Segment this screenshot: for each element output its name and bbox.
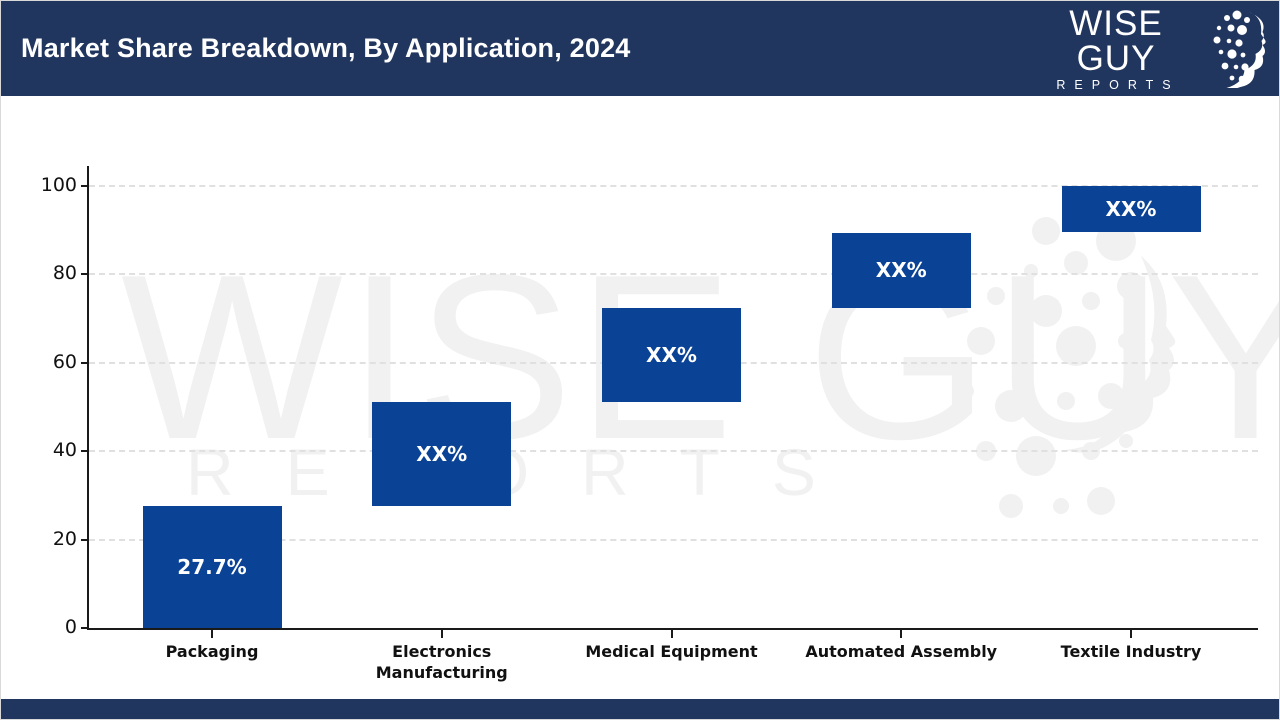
bar-value-label: 27.7% bbox=[177, 554, 247, 579]
header: Market Share Breakdown, By Application, … bbox=[1, 1, 1279, 96]
y-tick-mark bbox=[81, 185, 89, 187]
y-tick-label: 80 bbox=[52, 262, 77, 285]
x-category-label: Electronics Manufacturing bbox=[375, 642, 508, 683]
bar-value-label: XX% bbox=[875, 258, 927, 283]
y-tick-mark bbox=[81, 450, 89, 453]
y-tick-label: 40 bbox=[52, 439, 77, 462]
x-tick-mark bbox=[211, 630, 213, 638]
grid-line bbox=[89, 185, 1258, 187]
y-tick-mark bbox=[81, 627, 89, 629]
x-tick-mark bbox=[670, 630, 673, 638]
y-tick-mark bbox=[81, 273, 89, 276]
wiseguy-logo: WISE GUY REPORTS bbox=[1029, 6, 1267, 92]
y-tick-label: 0 bbox=[64, 616, 77, 638]
x-tick-mark bbox=[1130, 630, 1132, 638]
x-category-label: Medical Equipment bbox=[585, 642, 758, 661]
x-tick-mark bbox=[440, 630, 443, 638]
y-tick-mark bbox=[81, 361, 89, 364]
grid-line bbox=[89, 450, 1258, 453]
bar: XX% bbox=[372, 401, 512, 506]
y-tick-label: 20 bbox=[52, 527, 77, 550]
bar: 27.7% bbox=[142, 505, 282, 628]
bar: XX% bbox=[831, 232, 971, 308]
y-tick-label: 100 bbox=[40, 174, 77, 196]
y-tick-label: 60 bbox=[52, 350, 77, 373]
logo-wordmark: WISE GUY bbox=[1069, 4, 1163, 78]
logo-text: WISE GUY REPORTS bbox=[1029, 6, 1203, 92]
x-category-label: Automated Assembly bbox=[805, 642, 998, 661]
bar-value-label: XX% bbox=[416, 441, 468, 466]
grid-line bbox=[89, 538, 1258, 541]
grid-line bbox=[89, 273, 1258, 276]
logo-face-icon bbox=[1213, 10, 1266, 88]
y-tick-mark bbox=[81, 538, 89, 541]
bar: XX% bbox=[602, 307, 741, 402]
bar-value-label: XX% bbox=[646, 342, 697, 367]
logo-subtitle: REPORTS bbox=[1056, 78, 1180, 92]
x-tick-mark bbox=[900, 630, 903, 638]
x-category-label: Packaging bbox=[165, 642, 259, 661]
bar-value-label: XX% bbox=[1105, 197, 1157, 222]
x-category-label: Textile Industry bbox=[1060, 642, 1202, 661]
x-axis-line bbox=[87, 628, 1258, 630]
page-title: Market Share Breakdown, By Application, … bbox=[21, 33, 631, 63]
footer-bar bbox=[1, 699, 1279, 719]
y-axis-line bbox=[87, 166, 89, 630]
bar: XX% bbox=[1061, 186, 1201, 233]
